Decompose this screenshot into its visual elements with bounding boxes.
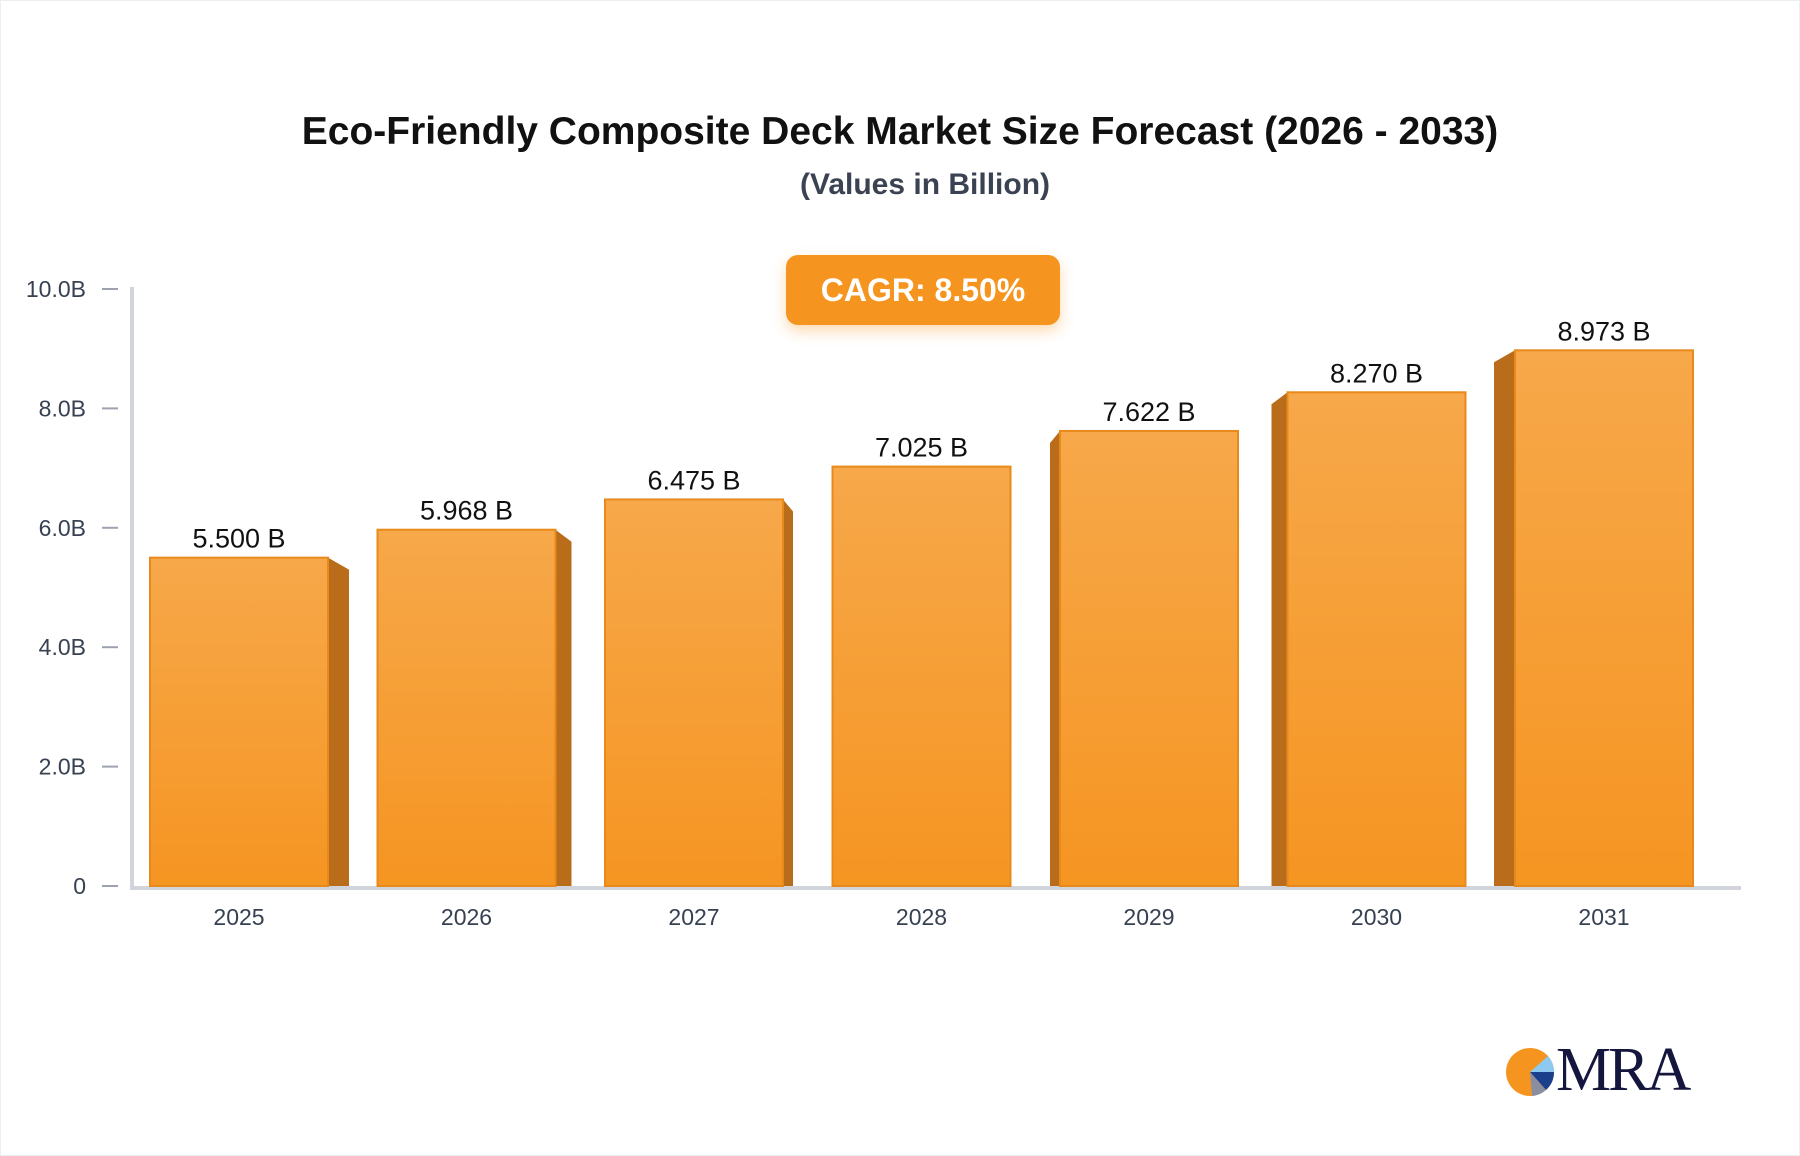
- y-tick-label: 2.0B: [39, 754, 86, 780]
- x-tick-label-2028: 2028: [896, 904, 947, 930]
- x-tick-label-2025: 2025: [213, 904, 264, 930]
- y-tick-label: 6.0B: [39, 515, 86, 541]
- bar-2030: [1286, 391, 1467, 887]
- bar-side-2025: [328, 557, 349, 886]
- bar-side-2031: [1494, 350, 1515, 886]
- bar-side-2026: [555, 529, 572, 886]
- mra-logo: MRA: [1504, 1036, 1694, 1104]
- chart-title: Eco-Friendly Composite Deck Market Size …: [301, 110, 1499, 153]
- x-tick-label-2031: 2031: [1578, 904, 1629, 930]
- data-label-2029: 7.622 B: [1102, 397, 1195, 427]
- bar-2031: [1514, 349, 1694, 887]
- x-tick-label-2027: 2027: [668, 904, 719, 930]
- data-label-2028: 7.025 B: [875, 433, 968, 463]
- data-label-2025: 5.500 B: [192, 524, 285, 554]
- bar-2027: [604, 498, 784, 887]
- data-label-2026: 5.968 B: [420, 496, 513, 526]
- x-tick-label-2029: 2029: [1123, 904, 1174, 930]
- x-tick-label-2030: 2030: [1351, 904, 1402, 930]
- data-label-2031: 8.973 B: [1557, 316, 1650, 346]
- cagr-badge: CAGR: 8.50%: [786, 255, 1060, 325]
- data-label-2030: 8.270 B: [1330, 358, 1423, 388]
- bar-side-2027: [783, 499, 793, 886]
- x-tick-label-2026: 2026: [441, 904, 492, 930]
- bar-2029: [1059, 429, 1239, 887]
- y-tick-label: 8.0B: [39, 395, 86, 421]
- bar-2025: [149, 556, 329, 888]
- pie-logo-icon: [1506, 1048, 1555, 1096]
- bar-2028: [831, 465, 1012, 887]
- y-tick-label: 10.0B: [26, 276, 86, 302]
- data-label-2027: 6.475 B: [647, 465, 740, 495]
- bar-side-2029: [1050, 430, 1060, 886]
- bar-2026: [376, 528, 557, 887]
- chart-subtitle: (Values in Billion): [799, 168, 1051, 201]
- logo-text: MRA: [1556, 1036, 1691, 1104]
- bar-side-2030: [1271, 392, 1288, 886]
- y-tick-label: 4.0B: [39, 634, 86, 660]
- y-tick-label: 0: [73, 873, 86, 899]
